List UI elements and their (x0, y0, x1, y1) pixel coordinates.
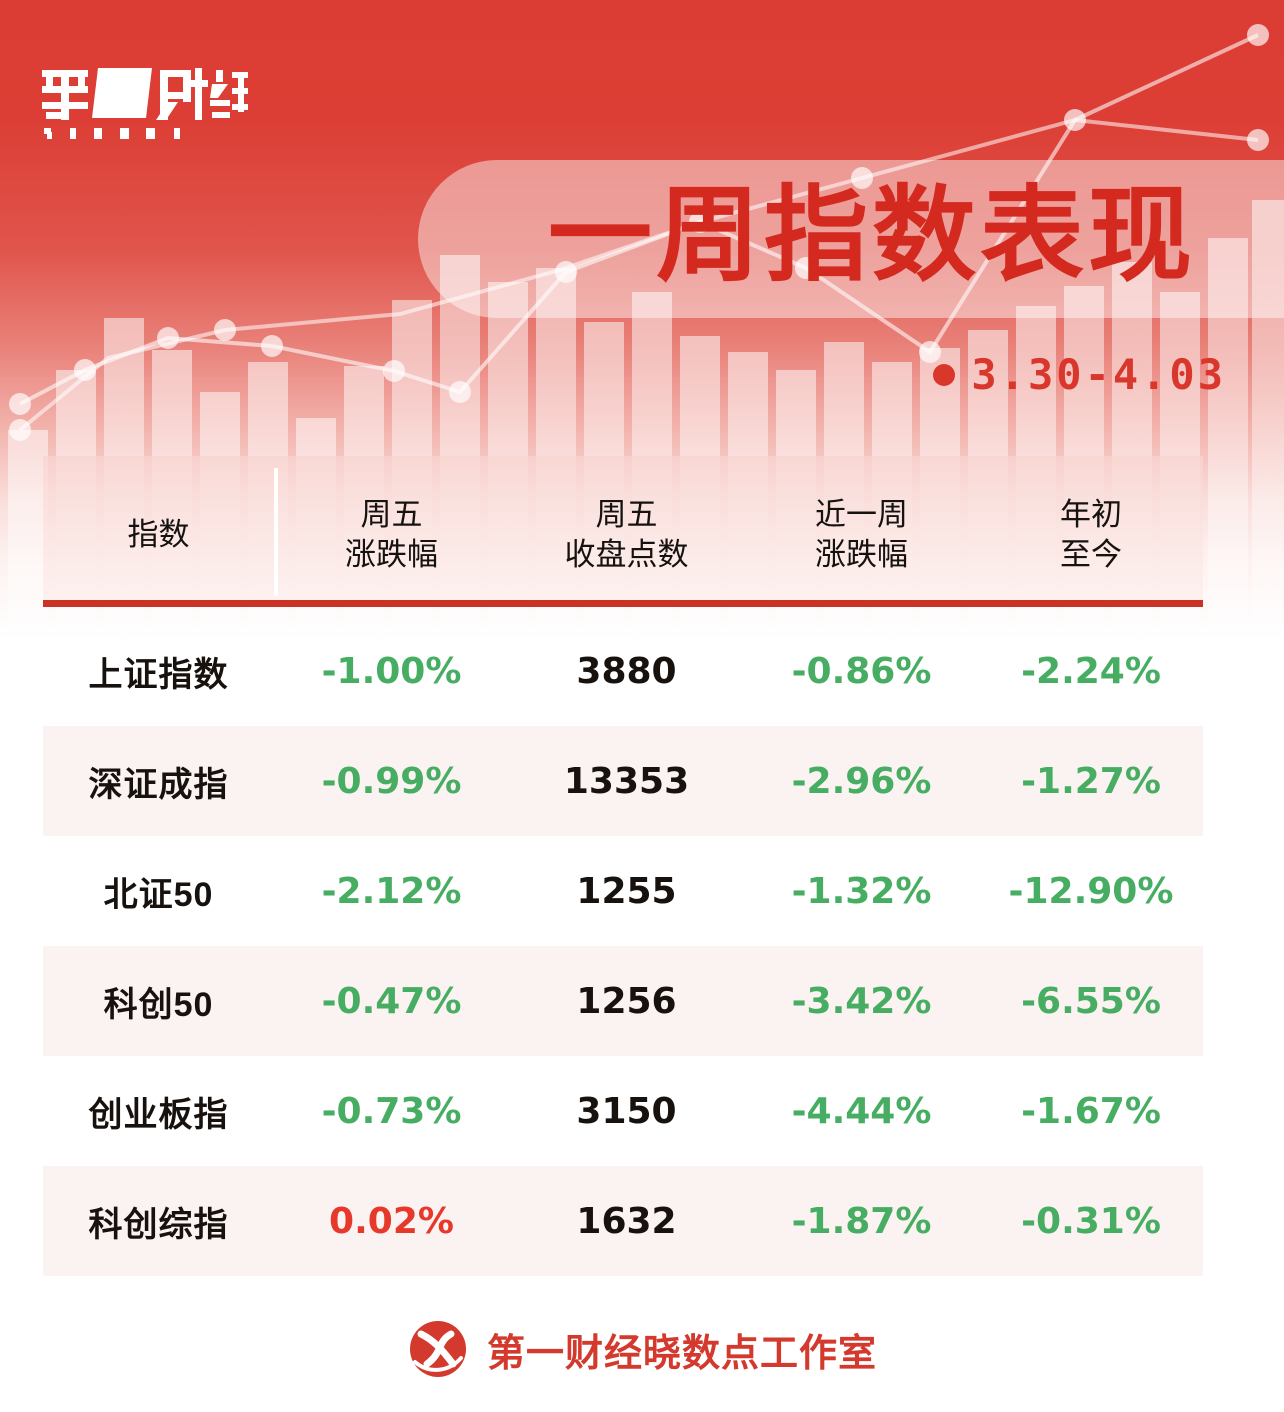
cell-friday-change: -1.00% (321, 650, 462, 692)
cell-friday-change: 0.02% (329, 1200, 454, 1242)
cell-friday-close: 1632 (576, 1200, 677, 1242)
title-backdrop-panel (418, 160, 1284, 318)
bullet-dot-icon (933, 363, 956, 386)
cell-index-name: 北证50 (103, 875, 214, 914)
cell-week-change: -1.87% (791, 1200, 932, 1242)
yicai-logo-mark (42, 68, 248, 139)
cell-ytd: -2.24% (1021, 650, 1161, 692)
cell-friday-close: 3150 (576, 1090, 677, 1132)
table-header-divider (274, 468, 278, 596)
cell-friday-change: -0.99% (321, 760, 462, 802)
cell-friday-change: -0.47% (321, 980, 462, 1022)
cell-ytd: -6.55% (1021, 980, 1161, 1022)
table-row[interactable]: 科创综指 0.02% 1632 -1.87% -0.31% (43, 1166, 1203, 1276)
page-title: 一周指数表现 (548, 178, 1197, 294)
column-header-friday-change: 周五 涨跌幅 (345, 497, 438, 572)
column-header-friday-close: 周五 收盘点数 (564, 497, 689, 572)
table-row[interactable]: 北证50 -2.12% 1255 -1.32% -12.90% (43, 836, 1203, 946)
table-header-rule (43, 600, 1203, 607)
cell-index-name: 科创50 (103, 985, 214, 1024)
cell-week-change: -3.42% (791, 980, 932, 1022)
footer-studio-label: 第一财经晓数点工作室 (486, 1332, 877, 1375)
cell-week-change: -4.44% (791, 1090, 932, 1132)
xs-circle-logo-icon (409, 1321, 466, 1377)
cell-ytd: -1.67% (1021, 1090, 1161, 1132)
cell-week-change: -0.86% (791, 650, 932, 692)
footer-credit: 第一财经晓数点工作室 (0, 1318, 1284, 1380)
table-header-panel (43, 456, 1203, 603)
table-row[interactable]: 上证指数 -1.00% 3880 -0.86% -2.24% (43, 616, 1203, 726)
cell-friday-close: 1255 (576, 870, 677, 912)
cell-friday-close: 3880 (576, 650, 677, 692)
table-row[interactable]: 创业板指 -0.73% 3150 -4.44% -1.67% (43, 1056, 1203, 1166)
cell-friday-change: -2.12% (321, 870, 462, 912)
table-row[interactable]: 科创50 -0.47% 1256 -3.42% -6.55% (43, 946, 1203, 1056)
cell-friday-close: 1256 (576, 980, 677, 1022)
background-line-markers (9, 24, 1269, 441)
cell-index-name: 深证成指 (88, 765, 229, 804)
cell-ytd: -12.90% (1008, 870, 1174, 912)
cell-ytd: -1.27% (1021, 760, 1161, 802)
yicai-logo (40, 62, 250, 142)
cell-index-name: 创业板指 (88, 1095, 229, 1134)
table-row[interactable]: 深证成指 -0.99% 13353 -2.96% -1.27% (43, 726, 1203, 836)
cell-index-name: 上证指数 (88, 655, 229, 694)
cell-friday-change: -0.73% (321, 1090, 462, 1132)
cell-week-change: -1.32% (791, 870, 932, 912)
cell-week-change: -2.96% (791, 760, 932, 802)
cell-ytd: -0.31% (1021, 1200, 1161, 1242)
column-header-ytd: 年初 至今 (1060, 497, 1122, 572)
date-range-label: 3.30-4.03 (971, 350, 1226, 399)
cell-friday-close: 13353 (563, 760, 690, 802)
column-header-index: 指数 (127, 517, 190, 552)
background-polyline-a (19, 33, 1259, 406)
cell-index-name: 科创综指 (88, 1205, 229, 1244)
date-range-row: 3.30-4.03 (933, 350, 1226, 399)
column-header-week-change: 近一周 涨跌幅 (815, 497, 908, 572)
